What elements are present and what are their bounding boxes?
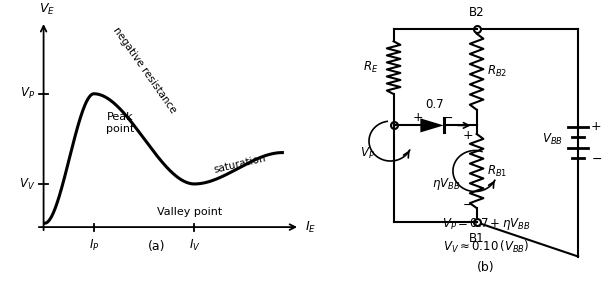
Text: $R_E$: $R_E$ [363,60,378,75]
Text: $R_{B2}$: $R_{B2}$ [487,64,507,79]
Text: B2: B2 [469,5,485,19]
Text: +: + [413,111,423,124]
Text: (b): (b) [477,261,494,274]
Text: $I_E$: $I_E$ [305,219,316,235]
Text: $V_{BB}$: $V_{BB}$ [542,132,563,147]
Text: Valley point: Valley point [157,207,222,217]
Text: $V_P$: $V_P$ [360,146,375,161]
Text: $I_P$: $I_P$ [89,238,99,253]
Text: saturation: saturation [212,153,267,175]
Text: negative resistance: negative resistance [111,25,178,115]
Text: +: + [591,120,601,133]
Text: 0.7: 0.7 [425,98,444,111]
Text: $R_{B1}$: $R_{B1}$ [487,164,507,178]
Text: +: + [462,129,474,142]
Text: B1: B1 [469,232,485,245]
Text: $-$: $-$ [591,152,602,165]
Text: $V_V \approx 0.10\,(V_{BB})$: $V_V \approx 0.10\,(V_{BB})$ [443,239,529,255]
Text: $V_E$: $V_E$ [39,2,55,17]
Text: $V_P$: $V_P$ [20,86,35,101]
Text: $I_V$: $I_V$ [189,238,200,253]
Polygon shape [421,118,444,133]
Text: $ηV_{BB}$: $ηV_{BB}$ [432,176,460,192]
Text: Peak
point: Peak point [106,112,135,134]
Text: $-$: $-$ [442,111,453,124]
Text: $-$: $-$ [462,198,474,211]
Text: $V_V$: $V_V$ [18,176,35,192]
Text: $V_P = 0.7 + ηV_{BB}$: $V_P = 0.7 + ηV_{BB}$ [442,216,530,232]
Text: (a): (a) [148,240,165,253]
